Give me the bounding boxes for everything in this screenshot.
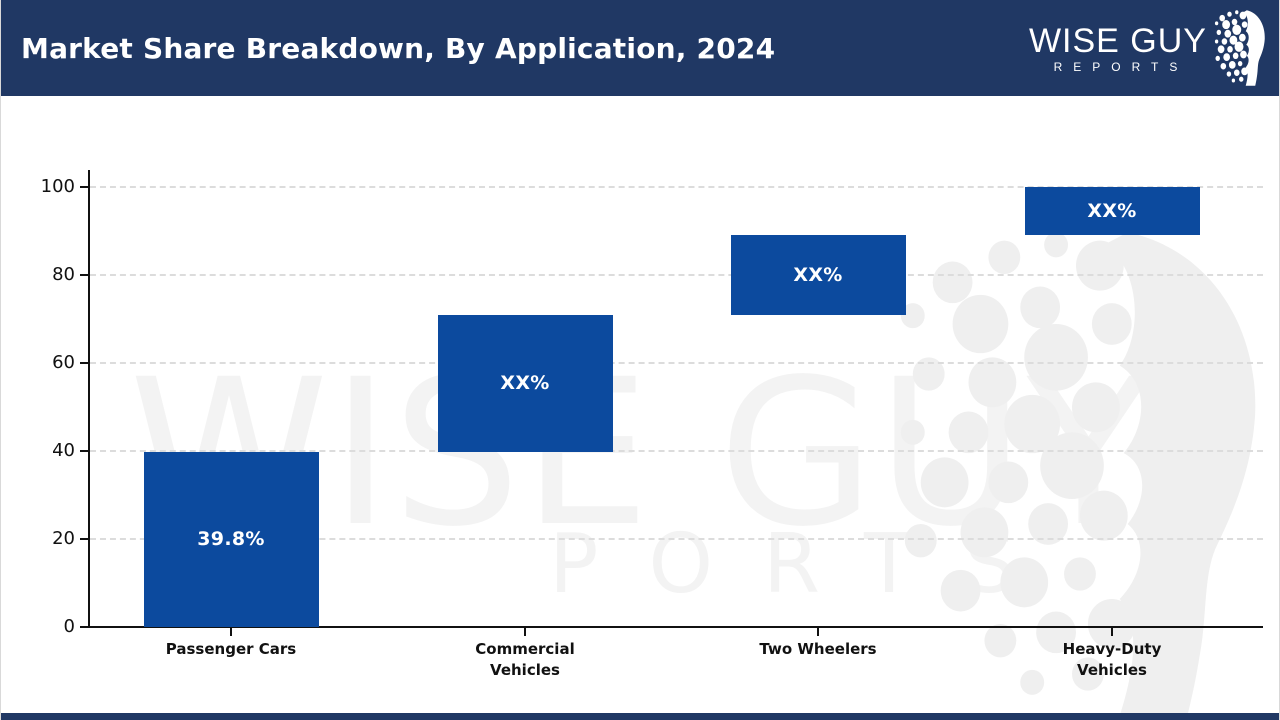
bar-value-label: XX% [1087, 200, 1137, 223]
watermark-subtext: PORTS [549, 517, 1067, 612]
y-tick-label: 80 [52, 264, 75, 285]
y-tick [80, 450, 88, 452]
footer-bar [1, 713, 1279, 720]
x-axis-label: Heavy-Duty Vehicles [1062, 640, 1162, 679]
x-axis-label: Passenger Cars [165, 640, 297, 658]
y-tick [80, 538, 88, 540]
x-tick [817, 628, 819, 636]
x-axis-line [88, 626, 1263, 628]
y-axis-line [88, 170, 90, 628]
wiseguy-logo: WISE GUY REPORTS [1029, 9, 1267, 87]
chart-title: Market Share Breakdown, By Application, … [21, 31, 776, 65]
y-tick [80, 274, 88, 276]
bar-value-label: 39.8% [197, 528, 265, 551]
x-axis-label: Commercial Vehicles [475, 640, 575, 679]
y-tick [80, 626, 88, 628]
header-bar: Market Share Breakdown, By Application, … [1, 0, 1279, 96]
bar-two-wheelers: XX% [730, 235, 906, 315]
y-tick [80, 186, 88, 188]
gridline [90, 538, 1263, 540]
y-tick-label: 0 [63, 616, 75, 637]
y-tick-label: 100 [40, 176, 75, 197]
x-axis-label: Two Wheelers [759, 640, 877, 658]
chart-area: WISE GUY PORTS 0 20 40 60 80 100 39.8% XX% XX% XX… [1, 96, 1279, 716]
logo-wordmark: WISE GUY [1028, 22, 1207, 60]
y-tick-label: 40 [52, 440, 75, 461]
gridline [90, 362, 1263, 364]
bar-value-label: XX% [500, 372, 550, 395]
gridline [90, 186, 1263, 188]
gridline [90, 450, 1263, 452]
x-tick [524, 628, 526, 636]
wiseguy-logo-text: WISE GUY REPORTS [1029, 24, 1207, 74]
y-tick-label: 20 [52, 528, 75, 549]
bar-value-label: XX% [793, 263, 843, 286]
bar-passenger-cars: 39.8% [143, 451, 319, 627]
bar-commercial-vehicles: XX% [437, 314, 613, 452]
bar-heavy-duty-vehicles: XX% [1024, 187, 1200, 236]
y-tick-label: 60 [52, 352, 75, 373]
gridline [90, 274, 1263, 276]
logo-subtext: REPORTS [1053, 60, 1189, 74]
x-tick [230, 628, 232, 636]
y-tick [80, 362, 88, 364]
x-tick [1111, 628, 1113, 636]
